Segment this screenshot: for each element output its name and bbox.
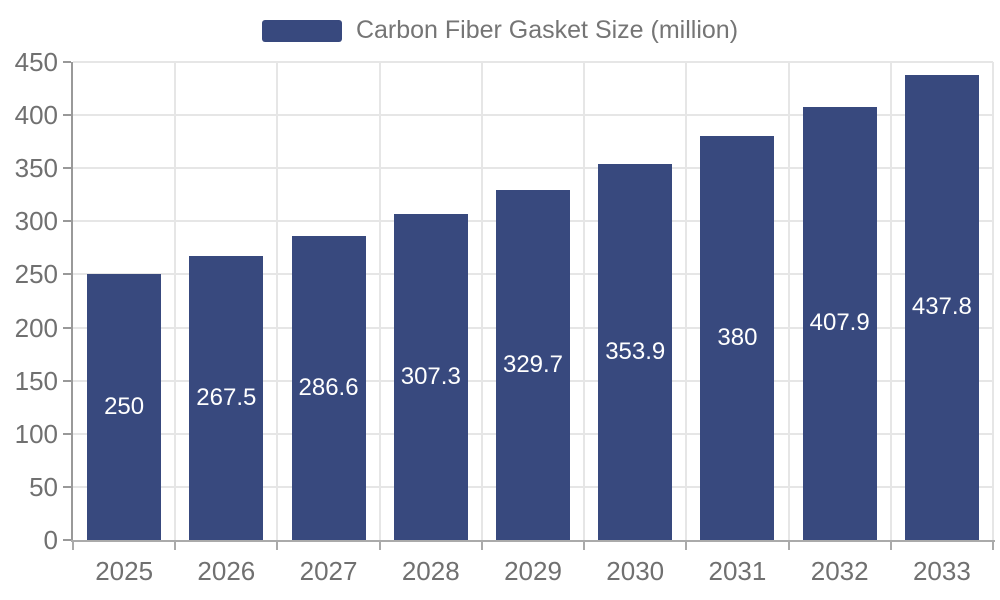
y-tick-label-200: 200 [14,312,58,343]
bar-2033[interactable]: 437.8 [904,74,979,540]
y-tick-200 [63,326,71,329]
y-tick-label-0: 0 [43,525,58,555]
x-tick-4 [480,542,483,550]
y-tick-50 [63,485,71,488]
chart-legend[interactable]: Carbon Fiber Gasket Size (million) [0,16,1000,45]
gridline-v-2 [276,62,279,540]
x-tick-0 [72,542,74,550]
x-tick-5 [583,542,586,550]
y-tick-label-450: 450 [14,47,58,77]
bar-value-label-2033: 437.8 [911,293,972,321]
y-tick-350 [63,167,71,170]
legend-swatch [261,19,342,42]
y-tick-label-50: 50 [29,471,58,502]
x-tick-label-2032: 2032 [810,556,869,586]
y-tick-label-150: 150 [14,365,58,396]
bar-2029[interactable]: 329.7 [496,189,570,540]
gridline-v-4 [480,62,483,540]
gridline-h-450 [73,61,993,63]
gridline-v-3 [378,62,381,540]
y-tick-400 [63,114,71,117]
y-tick-250 [63,273,71,276]
gridline-h-400 [73,114,993,117]
legend-label: Carbon Fiber Gasket Size (million) [355,16,739,44]
chart-plot-area: 250 267.5 286.6 307.3 329.7 353.9 380 407.9 437.… [15,49,995,586]
x-tick-7 [787,542,790,550]
x-tick-label-2030: 2030 [606,556,665,586]
bar-value-label-2026: 267.5 [196,383,257,411]
bar-value-label-2028: 307.3 [400,362,461,390]
gridline-v-8 [889,62,892,540]
x-tick-1 [174,542,177,550]
x-tick-label-2026: 2026 [197,556,256,586]
bar-2026[interactable]: 267.5 [189,255,264,540]
y-tick-150 [63,379,71,382]
bar-value-label-2030: 353.9 [605,338,666,366]
x-tick-label-2025: 2025 [95,556,154,586]
bar-2025[interactable]: 250 [87,274,162,540]
bar-2030[interactable]: 353.9 [598,164,673,540]
gridline-v-5 [583,62,586,540]
y-tick-label-100: 100 [14,418,58,449]
gridline-h-350 [73,167,993,170]
x-tick-label-2031: 2031 [708,556,767,586]
y-tick-0 [63,539,71,541]
gridline-v-1 [174,62,177,540]
gridline-v-7 [787,62,790,540]
x-axis-line [71,540,995,542]
bar-value-label-2029: 329.7 [502,350,564,378]
bar-2032[interactable]: 407.9 [802,106,877,540]
x-tick-8 [889,542,892,550]
y-tick-450 [63,61,71,63]
gridline-v-9 [992,62,994,540]
bar-value-label-2027: 286.6 [298,373,359,401]
bar-2031[interactable]: 380 [700,136,775,540]
x-tick-label-2027: 2027 [299,556,358,586]
y-tick-label-300: 300 [14,206,58,237]
x-tick-2 [276,542,279,550]
y-tick-label-400: 400 [14,100,58,131]
y-tick-label-250: 250 [14,259,58,290]
y-tick-label-350: 350 [14,153,58,184]
x-tick-label-2028: 2028 [401,556,460,586]
x-tick-label-2033: 2033 [912,556,971,586]
gridline-v-6 [685,62,688,540]
y-axis-line [71,62,73,540]
bar-value-label-2025: 250 [104,393,145,421]
x-tick-3 [378,542,381,550]
bar-value-label-2032: 407.9 [809,309,870,337]
y-tick-300 [63,220,71,223]
y-tick-100 [63,432,71,435]
x-tick-label-2029: 2029 [504,556,562,586]
x-tick-9 [992,542,994,550]
bar-2028[interactable]: 307.3 [393,213,468,540]
bar-value-label-2031: 380 [717,324,758,352]
x-tick-6 [685,542,688,550]
bar-2027[interactable]: 286.6 [291,235,366,540]
